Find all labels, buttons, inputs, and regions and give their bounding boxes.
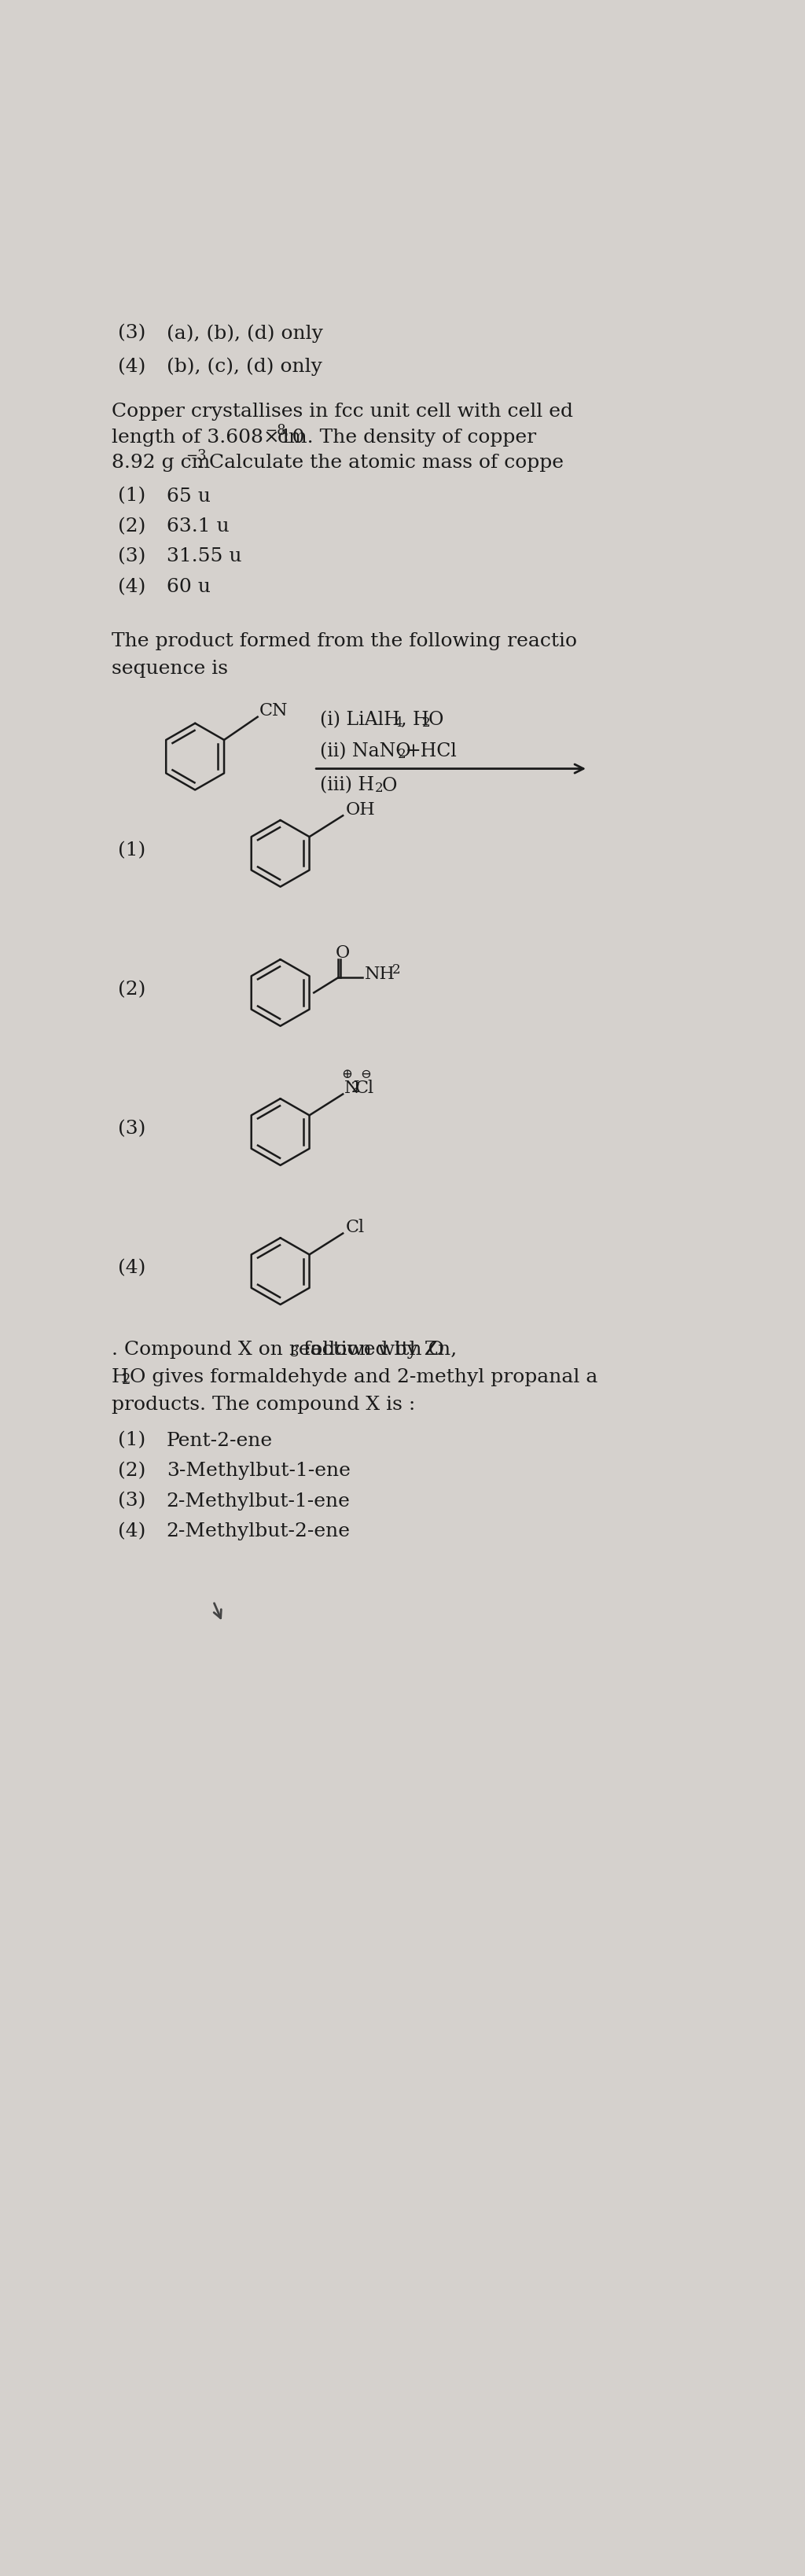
Text: (1): (1): [118, 487, 146, 505]
Text: +HCl: +HCl: [405, 742, 457, 760]
Text: OH: OH: [345, 801, 375, 819]
Text: (i) LiAlH: (i) LiAlH: [320, 711, 400, 729]
Text: (ii) NaNO: (ii) NaNO: [320, 742, 411, 760]
Text: O: O: [428, 711, 444, 729]
Text: O: O: [336, 945, 350, 961]
Text: The product formed from the following reactio: The product formed from the following re…: [112, 634, 577, 652]
Text: , H: , H: [401, 711, 429, 729]
Text: (2): (2): [118, 981, 146, 999]
Text: 2: 2: [398, 747, 407, 760]
Text: 2-Methylbut-2-ene: 2-Methylbut-2-ene: [167, 1522, 350, 1540]
Text: (3): (3): [118, 325, 146, 343]
Text: Cl: Cl: [345, 1218, 365, 1236]
Text: O gives formaldehyde and 2-methyl propanal a: O gives formaldehyde and 2-methyl propan…: [130, 1368, 598, 1386]
Text: (2): (2): [118, 1463, 146, 1481]
Text: 2-Methylbut-1-ene: 2-Methylbut-1-ene: [167, 1492, 350, 1510]
Text: ⊖: ⊖: [360, 1069, 371, 1082]
Text: 2: 2: [352, 1082, 361, 1095]
Text: Cl: Cl: [355, 1079, 374, 1097]
Text: (3): (3): [118, 1492, 146, 1510]
Text: 2: 2: [122, 1373, 131, 1386]
Text: cm. The density of copper: cm. The density of copper: [277, 428, 536, 446]
Text: followed by Zn,: followed by Zn,: [297, 1342, 456, 1360]
Text: products. The compound X is :: products. The compound X is :: [112, 1396, 415, 1414]
Text: 63.1 u: 63.1 u: [167, 518, 229, 536]
Text: 4: 4: [394, 716, 402, 729]
Text: 2: 2: [422, 716, 430, 729]
Text: −8: −8: [265, 422, 286, 438]
Text: 65 u: 65 u: [167, 487, 210, 505]
Text: 2: 2: [375, 781, 383, 796]
Text: (3): (3): [118, 549, 146, 567]
Text: (1): (1): [118, 1432, 146, 1450]
Text: 31.55 u: 31.55 u: [167, 549, 242, 567]
Text: . Calculate the atomic mass of coppe: . Calculate the atomic mass of coppe: [197, 453, 564, 471]
Text: 8.92 g cm: 8.92 g cm: [112, 453, 210, 471]
Text: O: O: [382, 775, 397, 793]
Text: N: N: [344, 1079, 359, 1097]
Text: (4): (4): [118, 1260, 146, 1278]
Text: (4): (4): [118, 358, 146, 376]
Text: . Compound X on reaction with O: . Compound X on reaction with O: [112, 1342, 444, 1360]
Text: (4): (4): [118, 1522, 146, 1540]
Text: (a), (b), (d) only: (a), (b), (d) only: [167, 325, 323, 343]
Text: NH: NH: [365, 966, 396, 984]
Text: Copper crystallises in fcc unit cell with cell ed: Copper crystallises in fcc unit cell wit…: [112, 402, 573, 420]
Text: (4): (4): [118, 577, 146, 595]
Text: CN: CN: [259, 703, 288, 719]
Text: ⊕: ⊕: [341, 1069, 353, 1082]
Text: (1): (1): [118, 842, 146, 860]
Text: (3): (3): [118, 1121, 146, 1139]
Text: (2): (2): [118, 518, 146, 536]
Text: −3: −3: [186, 448, 207, 464]
Text: 3-Methylbut-1-ene: 3-Methylbut-1-ene: [167, 1463, 350, 1481]
Text: Pent-2-ene: Pent-2-ene: [167, 1432, 273, 1450]
Text: (iii) H: (iii) H: [320, 775, 374, 793]
Text: 2: 2: [392, 963, 400, 976]
Text: sequence is: sequence is: [112, 659, 228, 677]
Text: (b), (c), (d) only: (b), (c), (d) only: [167, 358, 322, 376]
Text: 60 u: 60 u: [167, 577, 210, 595]
Text: 3: 3: [290, 1345, 299, 1360]
Text: length of 3.608×10: length of 3.608×10: [112, 428, 304, 446]
Text: H: H: [112, 1368, 129, 1386]
